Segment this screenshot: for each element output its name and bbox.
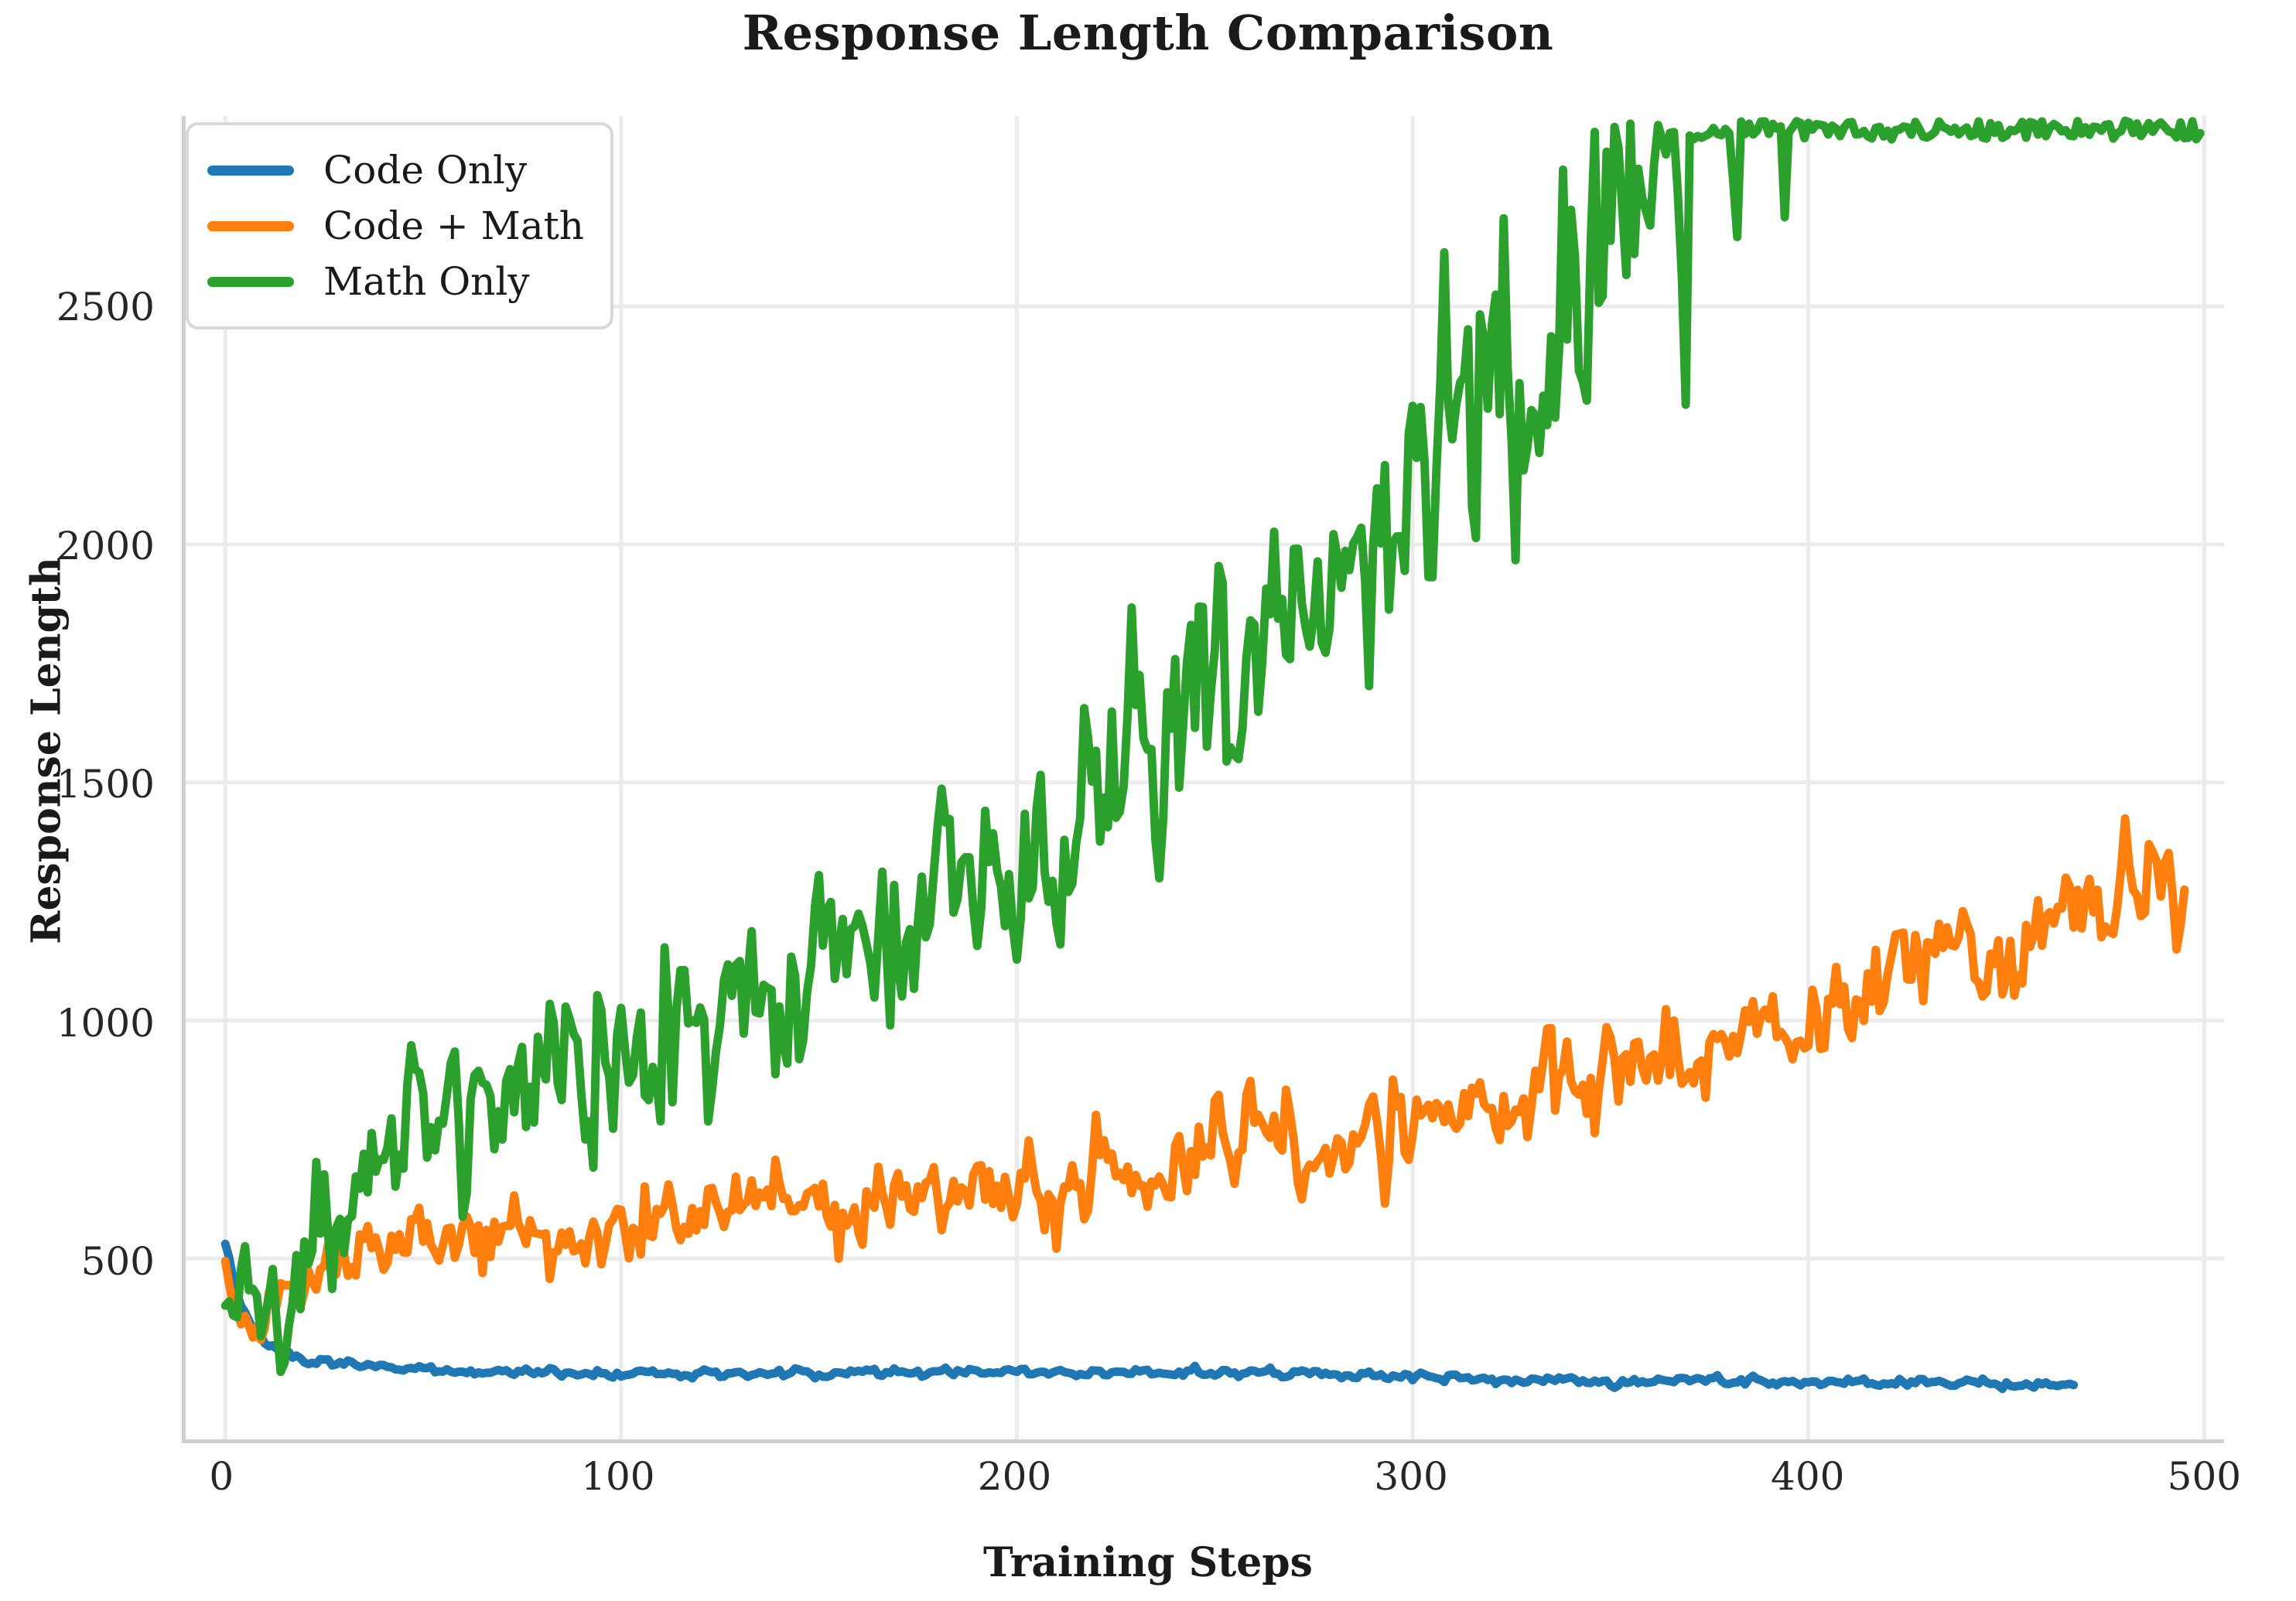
x-tick-label: 100 — [581, 1454, 655, 1499]
legend-swatch-math-only — [207, 276, 294, 287]
legend-label-math-only: Math Only — [323, 259, 530, 304]
x-tick-label: 0 — [209, 1454, 234, 1499]
legend-item[interactable]: Code Only — [207, 142, 584, 198]
legend-label-code-only: Code Only — [323, 148, 528, 193]
x-tick-label: 500 — [2167, 1454, 2242, 1499]
x-axis-label: Training Steps — [983, 1539, 1313, 1586]
x-tick-label: 300 — [1374, 1454, 1448, 1499]
y-tick-label: 1500 — [56, 762, 155, 807]
grid-layer — [186, 116, 2224, 1439]
plot-area — [182, 116, 2224, 1443]
y-axis-label: Response Length — [22, 557, 70, 944]
legend-item[interactable]: Math Only — [207, 254, 584, 309]
chart-legend: Code Only Code + Math Math Only — [186, 122, 613, 329]
x-tick-label: 200 — [977, 1454, 1052, 1499]
legend-item[interactable]: Code + Math — [207, 198, 584, 254]
y-tick-label: 500 — [80, 1239, 155, 1285]
legend-swatch-code-only — [207, 165, 294, 176]
x-tick-label: 400 — [1771, 1454, 1845, 1499]
legend-label-code-math: Code + Math — [323, 203, 584, 248]
series-layer — [220, 116, 2205, 1394]
y-tick-label: 1000 — [56, 1000, 155, 1046]
y-tick-label: 2000 — [56, 523, 155, 568]
y-tick-label: 2500 — [56, 284, 155, 329]
legend-swatch-code-math — [207, 220, 294, 231]
page-title: Response Length Comparison — [742, 5, 1554, 61]
